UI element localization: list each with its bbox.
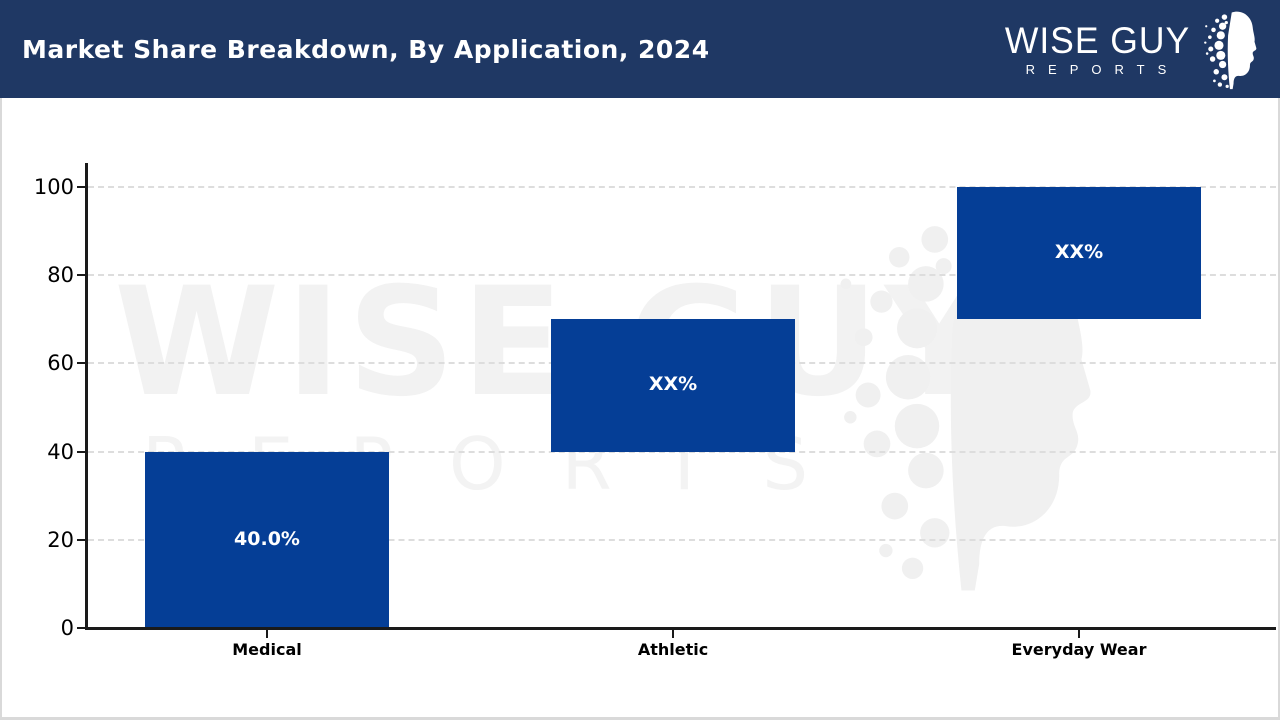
- page-title: Market Share Breakdown, By Application, …: [22, 34, 710, 64]
- gridline-80: [88, 274, 1276, 277]
- y-axis-tick-label: 100: [33, 175, 74, 199]
- x-axis-line: [85, 627, 1276, 630]
- y-axis-tick-label: 0: [60, 616, 74, 640]
- y-axis-tick: [77, 450, 85, 453]
- gridline-40: [88, 450, 1276, 453]
- header-bar: Market Share Breakdown, By Application, …: [0, 0, 1280, 98]
- wiseguy-face-icon: [1204, 11, 1257, 90]
- bar-value-label: XX%: [1054, 241, 1104, 264]
- x-axis-category-label: Medical: [232, 640, 302, 659]
- bar-athletic: [551, 319, 795, 452]
- y-axis-tick-label: 60: [47, 351, 74, 376]
- x-axis-category-label: Everyday Wear: [1011, 640, 1147, 659]
- y-axis-tick: [77, 274, 85, 277]
- logo-text: WISE GUY REPORTS: [1001, 22, 1194, 76]
- y-axis-tick: [77, 186, 85, 188]
- wiseguy-logo: WISE GUY REPORTS: [1001, 8, 1262, 90]
- logo-subtext: REPORTS: [1025, 62, 1180, 77]
- bar-medical: [145, 451, 389, 628]
- y-axis-tick: [77, 627, 85, 629]
- y-axis-tick-label: 40: [47, 439, 74, 464]
- gridline-100: [88, 186, 1276, 188]
- logo-wordmark: WISE GUY: [1004, 20, 1191, 61]
- x-axis-tick: [672, 629, 674, 638]
- x-axis-category-label: Athletic: [637, 640, 709, 659]
- bar-value-label: XX%: [648, 373, 698, 396]
- y-axis-tick-label: 20: [47, 527, 74, 552]
- gridline-20: [88, 538, 1276, 541]
- bar-value-label: 40.0%: [234, 527, 300, 550]
- y-axis-tick-label: 80: [47, 263, 74, 288]
- y-axis-tick: [77, 362, 85, 365]
- y-axis-tick: [77, 538, 85, 541]
- x-axis-tick: [266, 629, 268, 638]
- x-axis-tick: [1078, 629, 1080, 638]
- y-axis-line: [85, 163, 88, 630]
